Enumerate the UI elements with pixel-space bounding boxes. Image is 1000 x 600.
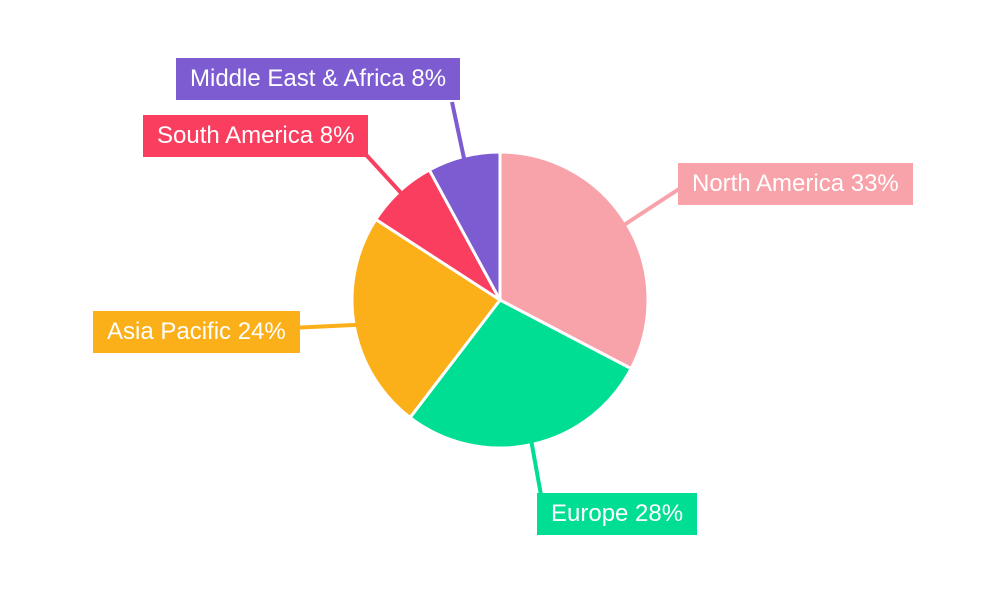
leader-line-middle-east-africa	[450, 101, 466, 159]
leader-line-europe	[529, 442, 543, 496]
leader-line-asia-pacific	[289, 322, 357, 330]
leader-line-north-america	[623, 187, 681, 227]
leader-line-south-america	[357, 145, 403, 195]
